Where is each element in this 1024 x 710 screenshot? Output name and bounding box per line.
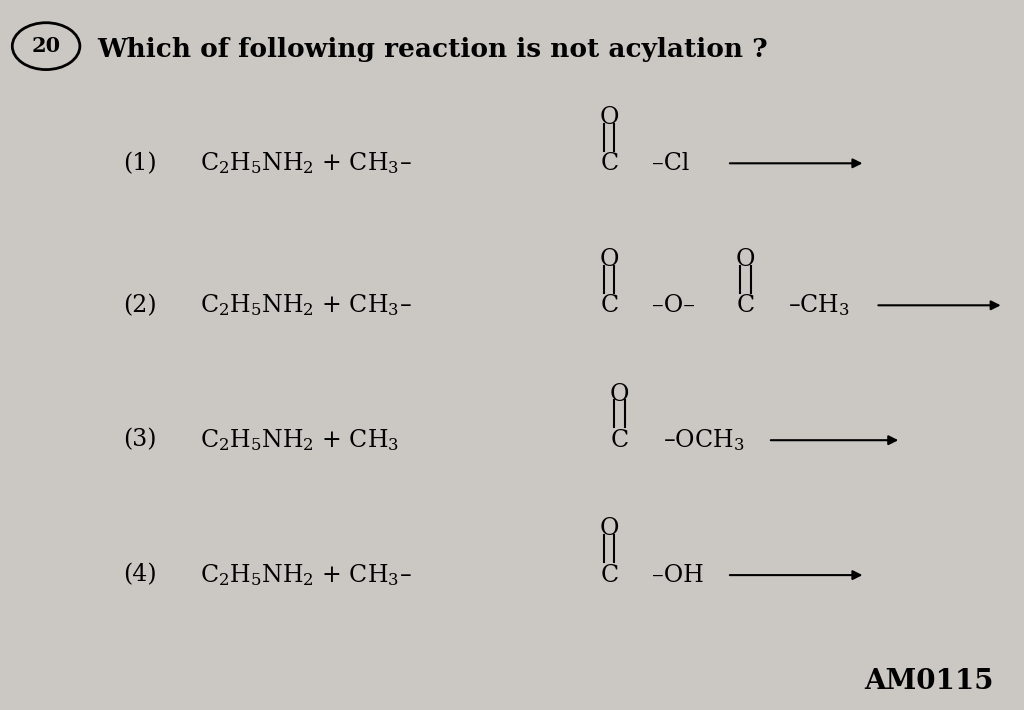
Text: O: O xyxy=(609,383,630,405)
Text: O: O xyxy=(735,248,756,271)
Text: O: O xyxy=(599,106,620,129)
Text: –$\mathregular{CH_3}$: –$\mathregular{CH_3}$ xyxy=(788,293,851,318)
Text: C: C xyxy=(600,294,618,317)
Text: C: C xyxy=(610,429,629,452)
Text: –$\mathregular{OCH_3}$: –$\mathregular{OCH_3}$ xyxy=(663,427,743,453)
Text: AM0115: AM0115 xyxy=(864,668,993,695)
Text: C: C xyxy=(600,152,618,175)
Text: $\mathregular{C_2H_5NH_2}$ + $\mathregular{CH_3}$: $\mathregular{C_2H_5NH_2}$ + $\mathregul… xyxy=(200,427,398,453)
Text: O: O xyxy=(599,248,620,271)
Text: Which of following reaction is not acylation ?: Which of following reaction is not acyla… xyxy=(97,37,768,62)
Text: –OH: –OH xyxy=(652,564,705,586)
Text: (1): (1) xyxy=(123,152,157,175)
Text: C: C xyxy=(736,294,755,317)
Text: C: C xyxy=(600,564,618,586)
Text: (4): (4) xyxy=(123,564,157,586)
Text: 20: 20 xyxy=(32,36,60,56)
Text: $\mathregular{C_2H_5NH_2}$ + $\mathregular{CH_3}$–: $\mathregular{C_2H_5NH_2}$ + $\mathregul… xyxy=(200,562,412,588)
Text: $\mathregular{C_2H_5NH_2}$ + $\mathregular{CH_3}$–: $\mathregular{C_2H_5NH_2}$ + $\mathregul… xyxy=(200,293,412,318)
Text: (2): (2) xyxy=(123,294,157,317)
Text: –Cl: –Cl xyxy=(652,152,689,175)
Text: $\mathregular{C_2H_5NH_2}$ + $\mathregular{CH_3}$–: $\mathregular{C_2H_5NH_2}$ + $\mathregul… xyxy=(200,151,412,176)
Text: O: O xyxy=(599,518,620,540)
Text: (3): (3) xyxy=(123,429,157,452)
Text: –O–: –O– xyxy=(652,294,695,317)
